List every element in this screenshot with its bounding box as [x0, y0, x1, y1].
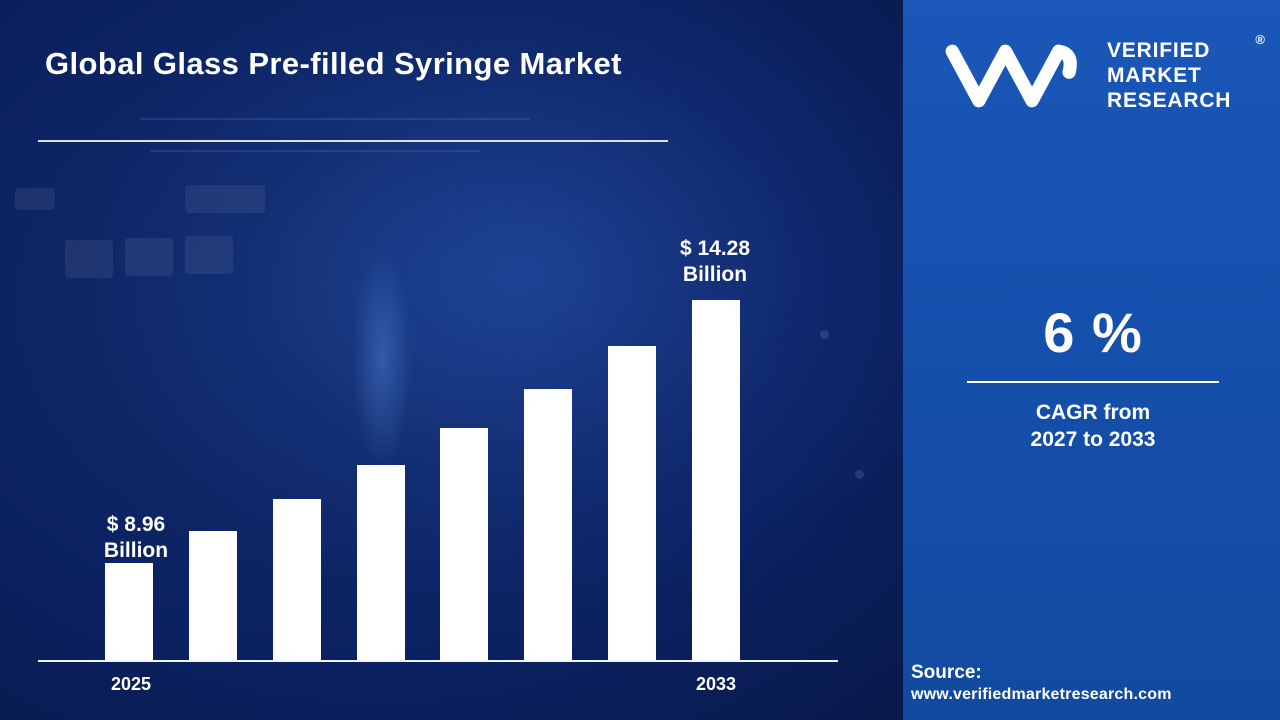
background-people-icons: [185, 185, 265, 213]
background-dot: [855, 470, 864, 479]
source-label: Source:: [911, 662, 982, 683]
cagr-block: 6 % CAGR from 2027 to 2033: [963, 300, 1223, 453]
end-value-amount: $ 14.28: [679, 237, 751, 260]
bar: [524, 389, 573, 660]
source-url-link[interactable]: www.verifiedmarketresearch.com: [911, 686, 1172, 703]
x-axis-line: [38, 660, 838, 662]
start-value-unit: Billion: [103, 539, 169, 562]
cagr-caption-line1: CAGR from: [1035, 401, 1151, 424]
bar: [440, 428, 489, 660]
bar: [272, 499, 321, 660]
brand-line-market: MARKET: [1107, 64, 1202, 87]
x-tick-2025: 2025: [110, 674, 152, 694]
end-value-unit: Billion: [682, 263, 748, 286]
bar: [691, 300, 740, 660]
bar: [608, 346, 657, 660]
background-dot: [820, 330, 829, 339]
bar: [356, 465, 405, 660]
cagr-value: 6 %: [1043, 301, 1143, 364]
vmr-monogram-icon: [939, 38, 1089, 114]
bar: [188, 531, 237, 660]
brand-line-research: RESEARCH: [1107, 89, 1232, 112]
cagr-divider: [967, 381, 1219, 383]
title-underline: [38, 140, 668, 142]
bar: [105, 563, 153, 660]
page-title: Global Glass Pre-filled Syringe Market: [45, 46, 622, 81]
x-tick-2033: 2033: [695, 674, 737, 694]
registered-trademark-icon: ®: [1255, 32, 1265, 47]
brand-line-verified: VERIFIED: [1107, 39, 1211, 62]
source-block: Source: www.verifiedmarketresearch.com: [911, 660, 1271, 704]
end-value-label: $ 14.28 Billion: [658, 236, 772, 288]
start-value-amount: $ 8.96: [106, 513, 166, 536]
background-widget: [15, 188, 55, 210]
background-folder-icon: [65, 240, 113, 278]
brand-wordmark: VERIFIED MARKET RESEARCH: [1107, 38, 1231, 113]
background-dna-glow: [352, 250, 412, 470]
background-folder-icon: [125, 238, 173, 276]
brand-logo: VERIFIED MARKET RESEARCH ®: [939, 32, 1265, 116]
background-folder-icon: [185, 236, 233, 274]
start-value-label: $ 8.96 Billion: [82, 512, 190, 564]
background-ecg-line: [150, 150, 480, 152]
cagr-caption-line2: 2027 to 2033: [1030, 428, 1156, 451]
bar-series: [105, 290, 740, 660]
background-ecg-line: [140, 118, 530, 120]
stats-panel: VERIFIED MARKET RESEARCH ® 6 % CAGR from…: [903, 0, 1280, 720]
